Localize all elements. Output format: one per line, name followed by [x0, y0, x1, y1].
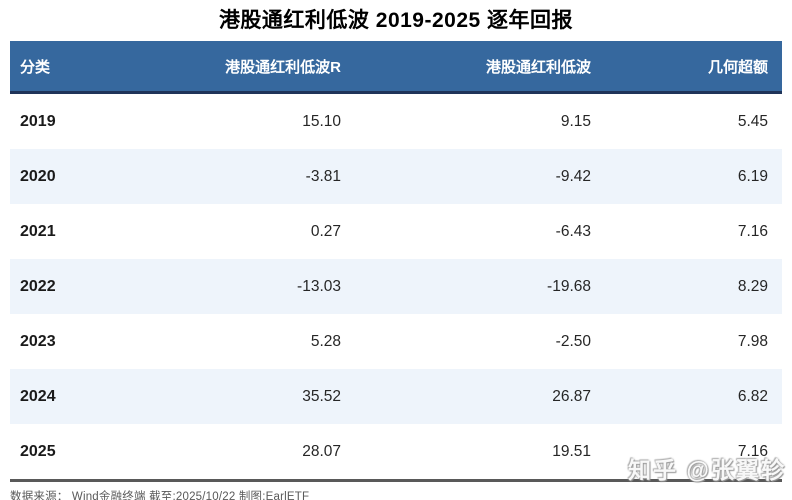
cell-value: 7.98 — [737, 332, 768, 350]
cell-value: 9.15 — [560, 112, 591, 130]
table-row: 2025 28.07 19.51 7.16 — [10, 424, 782, 481]
header-row: 分类 港股通红利低波R 港股通红利低波 几何超额 — [10, 41, 782, 93]
table-row: 2021 0.27 -6.43 7.16 — [10, 204, 782, 259]
cell-year: 2023 — [20, 332, 56, 350]
cell-value: 35.52 — [302, 387, 341, 405]
cell-year: 2020 — [20, 167, 56, 185]
cell-value: -13.03 — [297, 277, 341, 295]
header-index: 港股通红利低波 — [355, 41, 605, 93]
cell-value: 15.10 — [302, 112, 341, 130]
table-body: 2019 15.10 9.15 5.45 2020 -3.81 -9.42 6.19 2021 0… — [10, 93, 782, 481]
source-note: 数据来源： Wind金融终端 截至:2025/10/22 制图:EarlETF — [10, 491, 310, 500]
cell-value: 0.27 — [310, 222, 341, 240]
returns-table: 分类 港股通红利低波R 港股通红利低波 几何超额 2019 15.10 9.15 5.… — [10, 41, 782, 482]
cell-year: 2025 — [20, 442, 56, 460]
cell-value: 7.16 — [737, 222, 768, 240]
table-row: 2024 35.52 26.87 6.82 — [10, 369, 782, 424]
table-header: 分类 港股通红利低波R 港股通红利低波 几何超额 — [10, 41, 782, 93]
cell-value: -6.43 — [555, 222, 591, 240]
cell-value: 7.16 — [737, 442, 768, 460]
cell-value: -19.68 — [547, 277, 591, 295]
header-index-r: 港股通红利低波R — [160, 41, 355, 93]
table-row: 2023 5.28 -2.50 7.98 — [10, 314, 782, 369]
cell-value: 5.28 — [310, 332, 341, 350]
page-title: 港股通红利低波 2019-2025 逐年回报 — [218, 9, 574, 32]
cell-value: 6.82 — [737, 387, 768, 405]
cell-year: 2022 — [20, 277, 56, 295]
cell-year: 2019 — [20, 112, 56, 130]
table-row: 2020 -3.81 -9.42 6.19 — [10, 149, 782, 204]
table-row: 2019 15.10 9.15 5.45 — [10, 93, 782, 150]
cell-value: 5.45 — [737, 112, 768, 130]
table-row: 2022 -13.03 -19.68 8.29 — [10, 259, 782, 314]
header-excess: 几何超额 — [605, 41, 782, 93]
cell-value: 8.29 — [737, 277, 768, 295]
cell-value: -9.42 — [555, 167, 591, 185]
cell-value: 26.87 — [552, 387, 591, 405]
cell-year: 2024 — [20, 387, 56, 405]
cell-value: -3.81 — [305, 167, 341, 185]
cell-year: 2021 — [20, 222, 56, 240]
header-category: 分类 — [10, 41, 160, 93]
cell-value: 6.19 — [737, 167, 768, 185]
cell-value: 28.07 — [302, 442, 341, 460]
cell-value: 19.51 — [552, 442, 591, 460]
cell-value: -2.50 — [555, 332, 591, 350]
